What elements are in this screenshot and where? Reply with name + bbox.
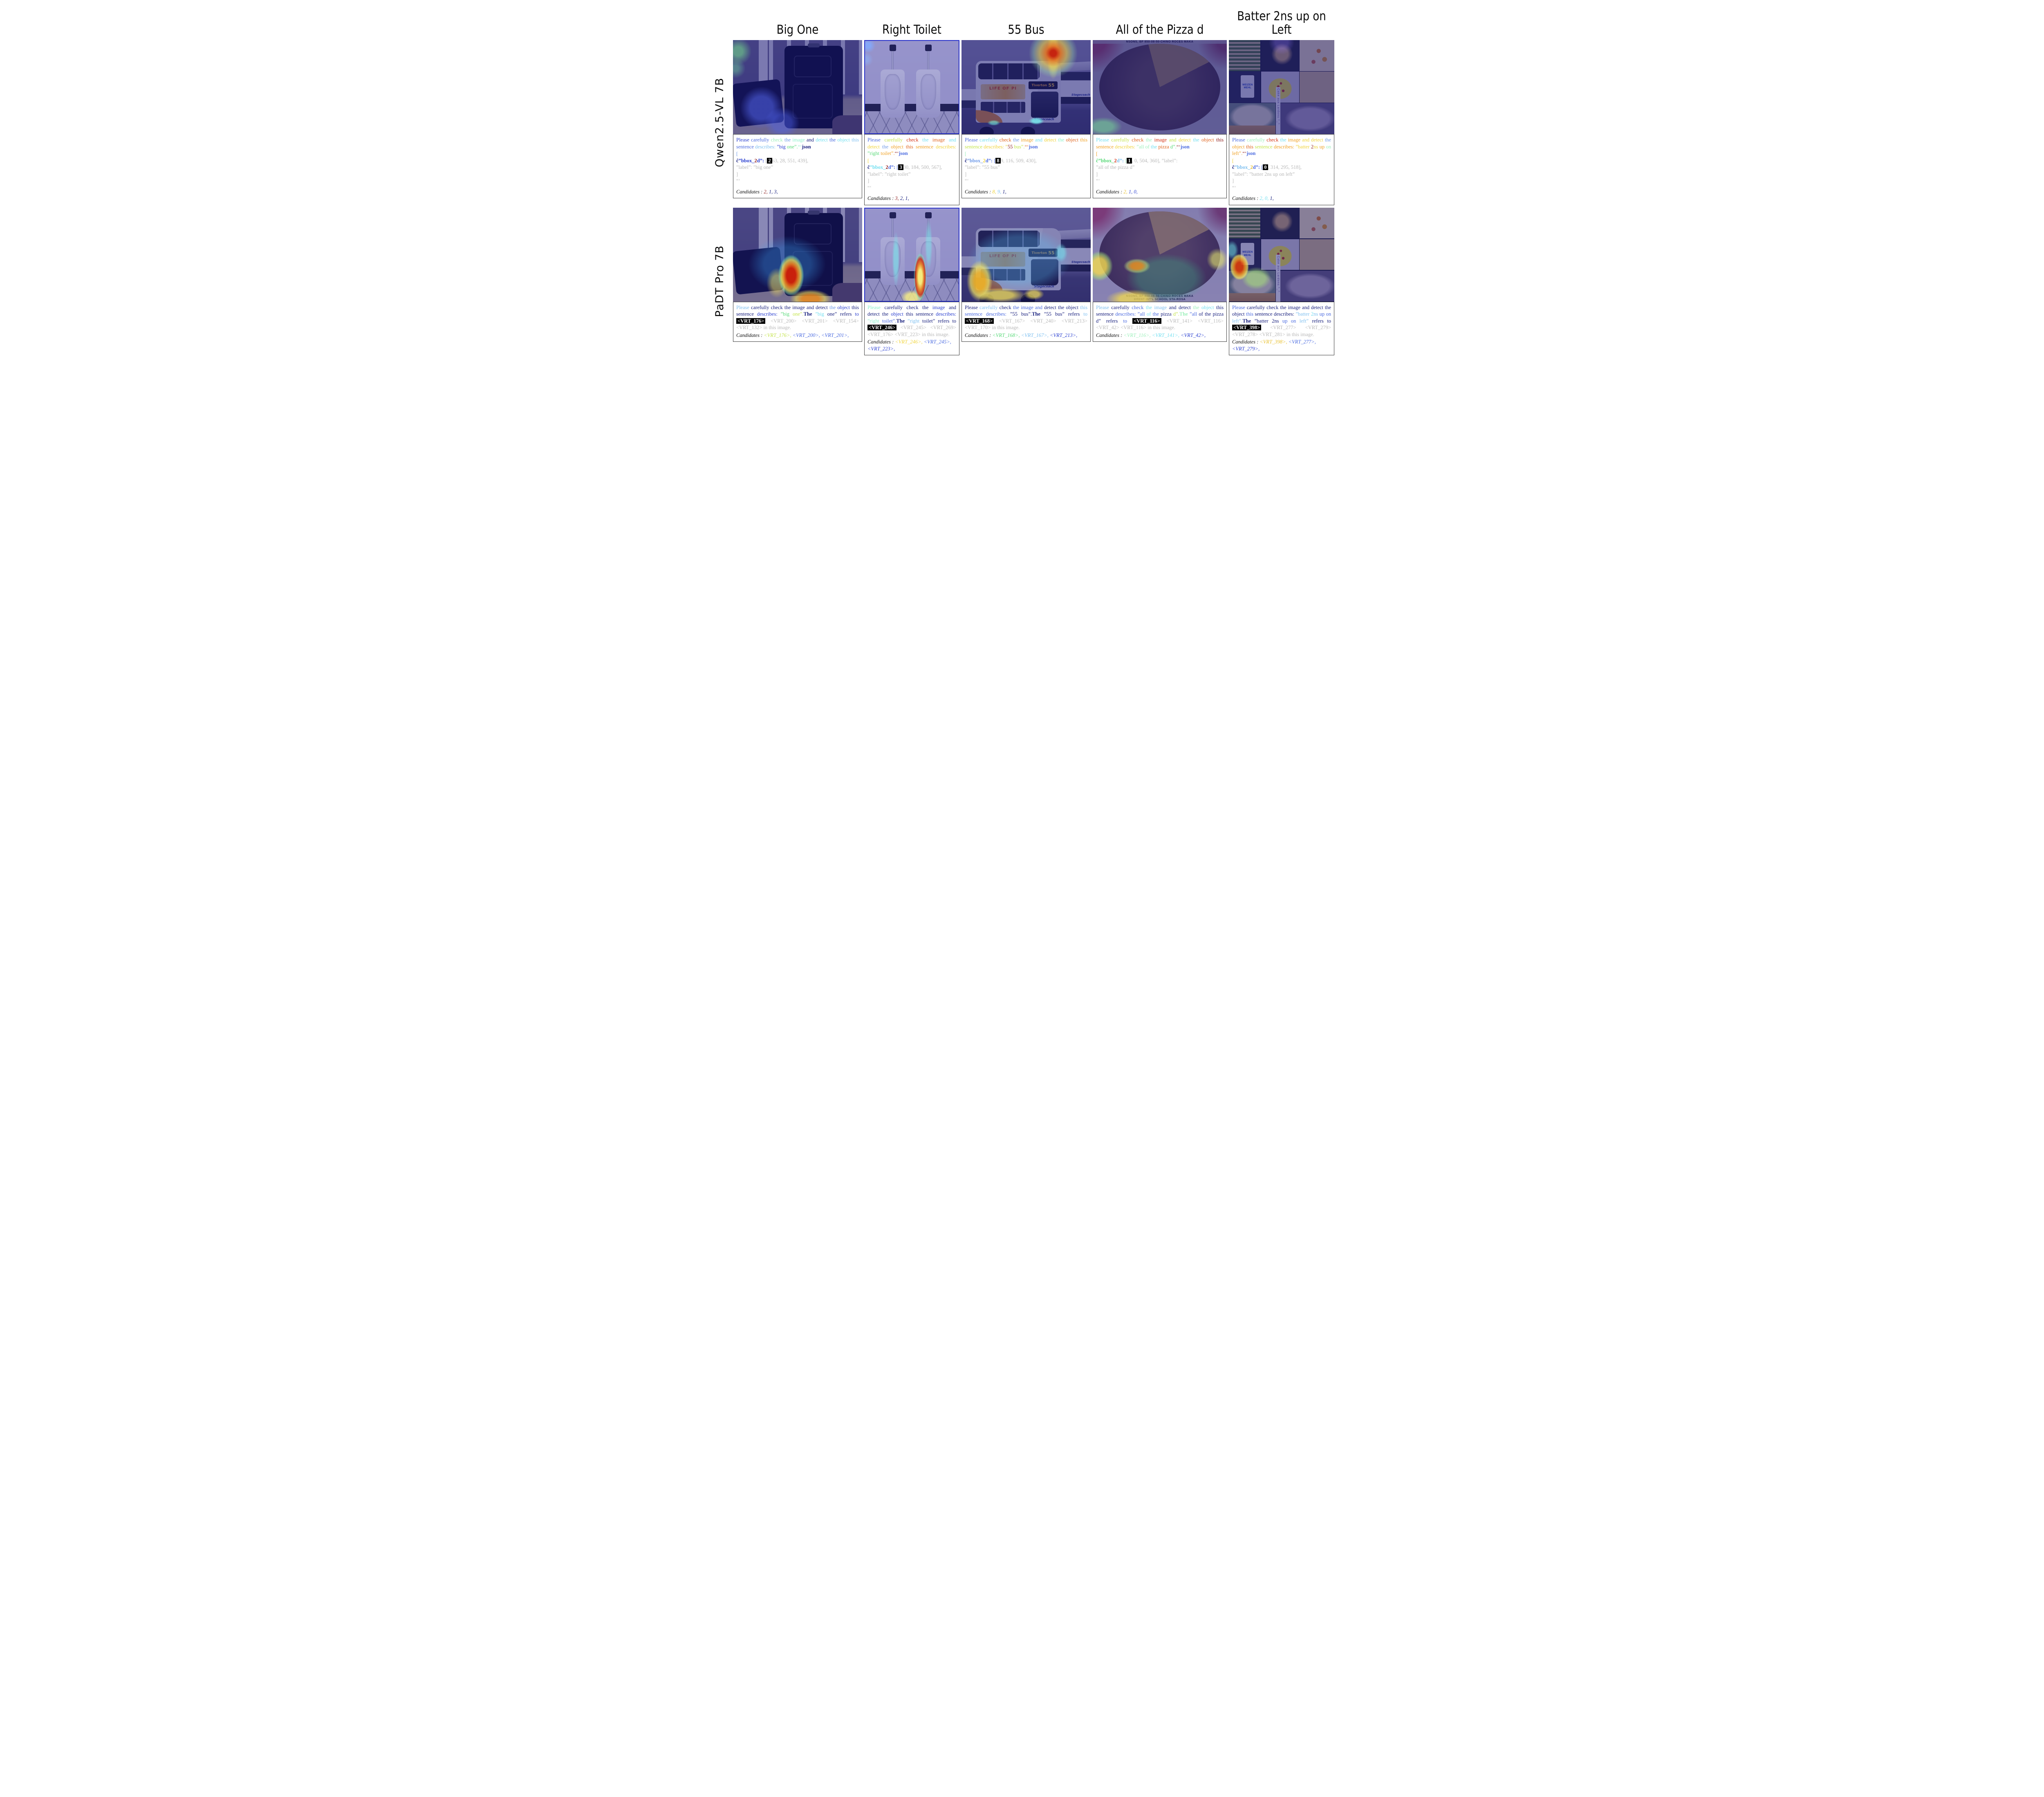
candidates-line: Candidates : <VRT_246>, <VRT_245>, <VRT_… [867,339,951,352]
candidates-line: Candidates : <VRT_116>, <VRT_141>, <VRT_… [1096,332,1206,338]
model-output-box: Please carefully check the image and det… [864,301,959,355]
bbox-code: [ĉ”bbox_2d”: [0, 314, 295, 518], ”label”:… [1232,157,1302,191]
cell-qwen-right-toilet: Please carefully check the image and det… [864,40,959,205]
column-title-big-one: Big One [776,22,819,37]
column-title-55-bus: 55 Bus [1008,22,1044,37]
figure-page: Big One Right Toilet 55 Bus All of the P… [707,0,1337,357]
candidates-line: Candidates : <VRT_168>, <VRT_167>, <VRT_… [965,332,1078,338]
heatmap-overlay [961,40,1091,134]
candidates-line: Candidates : 2, 1, 0, [1096,188,1138,195]
prompt-text: Please carefully check the image and det… [867,137,957,156]
photo-urinals [864,207,959,302]
model-output-box: Please carefully check the image and det… [1229,301,1334,355]
photo-pizza: NSONS, BF 850-08-50-CHINO ROCES MAKA [1093,40,1227,134]
cell-qwen-pizza: NSONS, BF 850-08-50-CHINO ROCES MAKA Ple… [1093,40,1227,205]
heatmap-overlay [865,208,959,301]
heatmap-overlay [733,40,862,134]
bbox-code: [ĉ”bbox_2d”: [2 63, 28, 551, 439], ”label”… [736,151,809,184]
model-output-box: Please carefully check the image and det… [1229,134,1334,205]
photo-food-collage: WEIZEN MEHL Cake aux Lardons ^_^ [1229,40,1334,134]
candidates-line: Candidates : <VRT_398>, <VRT_277>, <VRT_… [1232,339,1316,352]
prompt-text: Please carefully check the image and det… [867,304,957,337]
heatmap-overlay [733,207,862,302]
model-output-box: Please carefully check the image and det… [1093,134,1227,198]
model-output-box: Please carefully check the image and det… [733,134,862,198]
heatmap-overlay [1093,207,1227,302]
candidates-line: Candidates : 3, 2, 1, [867,195,909,201]
prompt-text: Please carefully check the image and det… [736,304,859,330]
bbox-code: [ĉ”bbox_2d”: [8 9, 116, 509, 430], ”label”… [965,151,1037,184]
bbox-code: [ĉ”bbox_2d”: [1, 0, 504, 360], ”label”:”… [1096,151,1178,184]
heatmap-overlay [1229,207,1334,302]
model-output-box: Please carefully check the image and det… [733,301,862,342]
candidates-line: Candidates : <VRT_176>, <VRT_200>, <VRT_… [736,332,849,338]
prompt-text: Please carefully check the image and det… [965,137,1088,150]
candidates-line: Candidates : 2, 0, 1, [1232,195,1274,201]
heatmap-overlay [1229,40,1334,134]
cell-padt-pizza: NSONS, BF 850-08-50-CHINO ROCES MAKA BRE… [1093,207,1227,356]
cell-qwen-big-one: Please carefully check the image and det… [733,40,862,205]
photo-suitcases [733,207,862,302]
column-title-batter: Batter 2ns up on Left [1237,9,1326,37]
photo-food-collage: WEIZEN MEHL Cake aux Lardons ^_^ [1229,207,1334,302]
row-label-padt: PaDT Pro 7B [713,245,726,318]
row-label-qwen: Qwen2.5-VL 7B [713,78,726,168]
cell-padt-batter: WEIZEN MEHL Cake aux Lardons ^_^ Please … [1229,207,1334,355]
photo-bus: Stagecoach LIFE OF PI Tiverton55 Stageco… [961,40,1091,134]
cell-qwen-55-bus: Stagecoach LIFE OF PI Tiverton55 Stageco… [961,40,1091,205]
prompt-text: Please carefully check the image and det… [1232,137,1331,156]
model-output-box: Please carefully check the image and det… [1093,301,1227,342]
prompt-text: Please carefully check the image and det… [965,304,1088,330]
model-output-box: Please carefully check the image and det… [864,134,959,205]
prompt-text: Please carefully check the image and det… [1232,304,1331,337]
candidates-line: Candidates : 8, 9, 1, [965,188,1006,195]
figure-grid: Big One Right Toilet 55 Bus All of the P… [707,0,1337,357]
heatmap-overlay [961,207,1091,302]
model-output-box: Please carefully check the image and det… [961,134,1091,198]
photo-suitcases [733,40,862,134]
bbox-code: [ĉ”bbox_2d”: [3 30, 184, 500, 567], ”label… [867,157,942,191]
corner-spacer [708,2,731,38]
heatmap-overlay [1093,40,1227,134]
heatmap-overlay [865,41,959,133]
candidates-line: Candidates : 2, 1, 3, [736,188,778,195]
photo-pizza: NSONS, BF 850-08-50-CHINO ROCES MAKA BRE… [1093,207,1227,302]
cell-padt-55-bus: Stagecoach LIFE OF PI Tiverton55 Stageco… [961,207,1091,356]
photo-bus: Stagecoach LIFE OF PI Tiverton55 Stageco… [961,207,1091,302]
cell-padt-big-one: Please carefully check the image and det… [733,207,862,356]
cell-qwen-batter: WEIZEN MEHL Cake aux Lardons ^_^ Please … [1229,40,1334,205]
prompt-text: Please carefully check the image and det… [736,137,859,150]
prompt-text: Please carefully check the image and det… [1096,137,1224,150]
prompt-text: Please carefully check the image and det… [1096,304,1224,331]
photo-urinals [864,40,959,134]
model-output-box: Please carefully check the image and det… [961,301,1091,342]
cell-padt-right-toilet: Please carefully check the image and det… [864,207,959,355]
column-title-right-toilet: Right Toilet [882,22,941,37]
column-title-pizza: All of the Pizza d [1116,22,1204,37]
